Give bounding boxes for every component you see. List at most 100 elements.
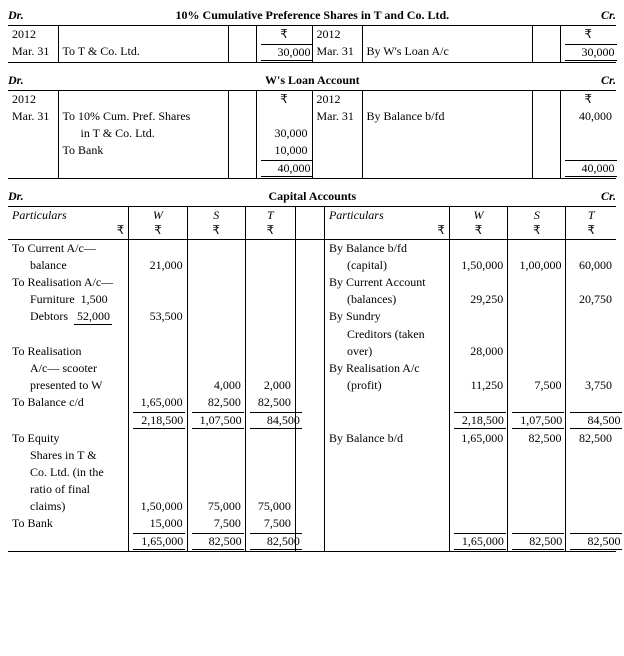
cell: 1,50,000	[449, 257, 507, 274]
cr-particular: By Current Account	[324, 274, 449, 291]
dr-particular: To Bank	[8, 515, 129, 532]
dr-particular: To Realisation A/c—	[8, 274, 129, 291]
dr-particular: To Equity	[8, 430, 129, 447]
cr-particular: By Balance b/fd	[362, 108, 532, 125]
cell: 20,750	[566, 291, 616, 308]
dr-particular: To Current A/c—	[8, 240, 129, 258]
total: 84,500	[566, 411, 616, 430]
total: 1,65,000	[129, 532, 187, 552]
cell: 1,50,000	[129, 498, 187, 515]
cell: 7,500	[245, 515, 295, 532]
rupee: ₹	[560, 91, 616, 109]
dr-label: Dr.	[8, 73, 24, 88]
dr-particular: Shares in T &	[8, 447, 129, 464]
cell: 11,250	[449, 377, 507, 394]
account-title: 10% Cumulative Preference Shares in T an…	[24, 8, 601, 23]
table-row: 40,000 40,000	[8, 159, 616, 179]
cr-particular: By Balance b/fd	[324, 240, 449, 258]
cell: 3,750	[566, 377, 616, 394]
cell: 21,000	[129, 257, 187, 274]
total: 82,500	[245, 532, 295, 552]
total: 82,500	[187, 532, 245, 552]
dr-particular: To 10% Cum. Pref. Shares	[58, 108, 228, 125]
dr-particular: To Realisation	[8, 343, 129, 360]
cr-particular: Creditors (taken	[324, 326, 449, 343]
table-row: Furniture 1,500 (balances) 29,250 20,750	[8, 291, 616, 308]
table-row: 2012 ₹ 2012 ₹	[8, 26, 616, 44]
total: 1,65,000	[449, 532, 507, 552]
cell: 82,500	[566, 430, 616, 447]
table-row: 2012 ₹ 2012 ₹	[8, 91, 616, 109]
pref-shares-table: 2012 ₹ 2012 ₹ Mar. 31 To T & Co. Ltd. 30…	[8, 25, 616, 63]
dr-amount: 10,000	[256, 142, 312, 159]
capital-accounts: Dr. Capital Accounts Cr. Particulars₹ W₹…	[8, 189, 616, 552]
cell: 4,000	[187, 377, 245, 394]
dr-particular: ratio of final	[8, 481, 129, 498]
table-row: To Balance c/d 1,65,000 82,500 82,500	[8, 394, 616, 411]
col-w: W₹	[449, 207, 507, 240]
table-row: Co. Ltd. (in the	[8, 464, 616, 481]
table-row: in T & Co. Ltd. 30,000	[8, 125, 616, 142]
cell: 75,000	[187, 498, 245, 515]
cell: 75,000	[245, 498, 295, 515]
cell: 2,000	[245, 377, 295, 394]
table-row: claims) 1,50,000 75,000 75,000	[8, 498, 616, 515]
dr-amount: 30,000	[256, 125, 312, 142]
cr-label: Cr.	[601, 8, 616, 23]
table-row: ratio of final	[8, 481, 616, 498]
cell: 28,000	[449, 343, 507, 360]
cell: 82,500	[187, 394, 245, 411]
cr-particular: (capital)	[324, 257, 449, 274]
date: Mar. 31	[312, 108, 362, 125]
table-row: Mar. 31 To T & Co. Ltd. 30,000 Mar. 31 B…	[8, 43, 616, 63]
cr-particular: By W's Loan A/c	[362, 43, 532, 63]
dr-particular: balance	[8, 257, 129, 274]
year: 2012	[312, 26, 362, 44]
cr-particular: By Balance b/d	[324, 430, 449, 447]
table-row: To Current A/c— By Balance b/fd	[8, 240, 616, 258]
total: 82,500	[508, 532, 566, 552]
dr-particular: presented to W	[8, 377, 129, 394]
dr-total: 40,000	[256, 159, 312, 179]
dr-particular: A/c— scooter	[8, 360, 129, 377]
cr-amount: 40,000	[560, 108, 616, 125]
date: Mar. 31	[312, 43, 362, 63]
dr-label: Dr.	[8, 8, 24, 23]
dr-label: Dr.	[8, 189, 24, 204]
date: Mar. 31	[8, 43, 58, 63]
col-s: S₹	[508, 207, 566, 240]
w-loan-table: 2012 ₹ 2012 ₹ Mar. 31 To 10% Cum. Pref. …	[8, 90, 616, 179]
col-t: T₹	[566, 207, 616, 240]
total: 2,18,500	[129, 411, 187, 430]
cell: 1,65,000	[129, 394, 187, 411]
cr-total: 40,000	[560, 159, 616, 179]
col-particulars: Particulars₹	[324, 207, 449, 240]
cell: 29,250	[449, 291, 507, 308]
pref-shares-account: Dr. 10% Cumulative Preference Shares in …	[8, 8, 616, 63]
cr-amount: 30,000	[560, 43, 616, 63]
table-row: Debtors 52,000 53,500 By Sundry	[8, 308, 616, 326]
cell: 82,500	[508, 430, 566, 447]
dr-particular: Furniture 1,500	[8, 291, 129, 308]
year: 2012	[312, 91, 362, 109]
table-row: A/c— scooter By Realisation A/c	[8, 360, 616, 377]
account-title: W's Loan Account	[24, 73, 601, 88]
account-title: Capital Accounts	[24, 189, 601, 204]
col-t: T₹	[245, 207, 295, 240]
dr-particular: Debtors 52,000	[8, 308, 129, 326]
dr-particular: Co. Ltd. (in the	[8, 464, 129, 481]
dr-particular: To Balance c/d	[8, 394, 129, 411]
year: 2012	[8, 91, 58, 109]
total: 84,500	[245, 411, 295, 430]
total: 1,07,500	[508, 411, 566, 430]
cell: 1,00,000	[508, 257, 566, 274]
capital-table: Particulars₹ W₹ S₹ T₹ Particulars₹ W₹ S₹…	[8, 206, 616, 552]
total: 82,500	[566, 532, 616, 552]
table-row: Creditors (taken	[8, 326, 616, 343]
table-row-total: 2,18,500 1,07,500 84,500 2,18,500 1,07,5…	[8, 411, 616, 430]
table-row: balance 21,000 (capital) 1,50,000 1,00,0…	[8, 257, 616, 274]
col-particulars: Particulars₹	[8, 207, 129, 240]
table-row: To Bank 10,000	[8, 142, 616, 159]
rupee: ₹	[256, 91, 312, 109]
dr-amount: 30,000	[256, 43, 312, 63]
